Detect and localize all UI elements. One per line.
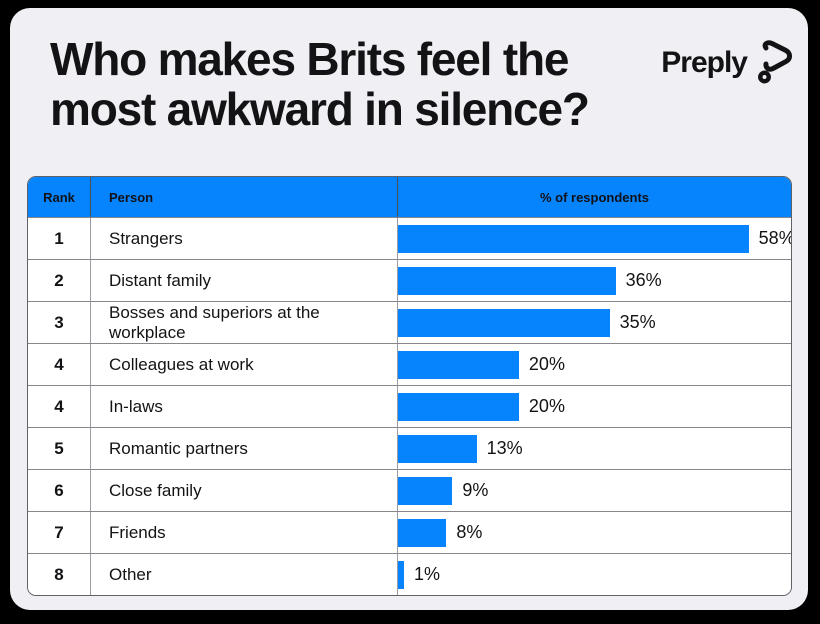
bar-cell: 1% bbox=[398, 554, 791, 595]
person-cell: Colleagues at work bbox=[91, 344, 398, 385]
table-row: 4 Colleagues at work 20% bbox=[28, 343, 791, 385]
bar-cell: 58% bbox=[398, 218, 791, 259]
bar-value-label: 8% bbox=[456, 522, 483, 542]
table-row: 4 In-laws 20% bbox=[28, 385, 791, 427]
table-row: 7 Friends 8% bbox=[28, 511, 791, 553]
page-title: Who makes Brits feel the most awkward in … bbox=[50, 33, 590, 136]
bar-value-label: 9% bbox=[462, 480, 489, 500]
table-header: Rank Person % of respondents bbox=[28, 177, 791, 217]
rank-cell: 1 bbox=[28, 218, 91, 259]
bar bbox=[398, 224, 749, 253]
bar bbox=[398, 434, 477, 463]
title-line-2: most awkward in silence? bbox=[50, 83, 590, 136]
person-cell: Distant family bbox=[91, 260, 398, 301]
table-row: 3 Bosses and superiors at the workplace … bbox=[28, 301, 791, 343]
bar-cell: 8% bbox=[398, 512, 791, 553]
column-header-respondents: % of respondents bbox=[539, 189, 650, 205]
person-cell: Other bbox=[91, 554, 398, 595]
bar bbox=[398, 476, 453, 505]
awkward-silence-table: Rank Person % of respondents 1 Strangers… bbox=[27, 176, 792, 596]
column-header-rank: Rank bbox=[28, 177, 91, 217]
person-cell: Romantic partners bbox=[91, 428, 398, 469]
person-cell: Strangers bbox=[91, 218, 398, 259]
bar bbox=[398, 350, 519, 379]
person-cell: In-laws bbox=[91, 386, 398, 427]
rank-cell: 7 bbox=[28, 512, 91, 553]
title-line-1: Who makes Brits feel the bbox=[50, 33, 569, 85]
table-row: 1 Strangers 58% bbox=[28, 217, 791, 259]
bar-value-label: 58% bbox=[758, 228, 792, 248]
bar bbox=[398, 266, 616, 295]
person-cell: Bosses and superiors at the workplace bbox=[91, 302, 398, 343]
rank-cell: 3 bbox=[28, 302, 91, 343]
rank-cell: 4 bbox=[28, 386, 91, 427]
person-cell: Friends bbox=[91, 512, 398, 553]
bar-cell: 20% bbox=[398, 344, 791, 385]
rank-cell: 5 bbox=[28, 428, 91, 469]
column-header-person: Person bbox=[91, 177, 398, 217]
table-body: 1 Strangers 58% 2 Distant family 36% 3 B… bbox=[28, 217, 791, 595]
bar-value-label: 36% bbox=[625, 270, 662, 290]
table-row: 8 Other 1% bbox=[28, 553, 791, 595]
bar-cell: 20% bbox=[398, 386, 791, 427]
bar bbox=[398, 560, 405, 589]
table-row: 6 Close family 9% bbox=[28, 469, 791, 511]
bar-cell: 9% bbox=[398, 470, 791, 511]
table-row: 5 Romantic partners 13% bbox=[28, 427, 791, 469]
bar bbox=[398, 392, 519, 421]
preply-wordmark: Preply bbox=[661, 46, 748, 79]
rank-cell: 4 bbox=[28, 344, 91, 385]
preply-speech-play-icon bbox=[758, 40, 793, 84]
rank-cell: 6 bbox=[28, 470, 91, 511]
bar-cell: 36% bbox=[398, 260, 791, 301]
rank-cell: 2 bbox=[28, 260, 91, 301]
table-row: 2 Distant family 36% bbox=[28, 259, 791, 301]
bar-value-label: 1% bbox=[414, 564, 441, 584]
bar-value-label: 35% bbox=[619, 312, 656, 332]
bar-cell: 35% bbox=[398, 302, 791, 343]
bar-cell: 13% bbox=[398, 428, 791, 469]
person-cell: Close family bbox=[91, 470, 398, 511]
bar bbox=[398, 308, 610, 337]
bar-value-label: 13% bbox=[486, 438, 523, 458]
infographic-card: Who makes Brits feel the most awkward in … bbox=[10, 8, 808, 610]
bar-value-label: 20% bbox=[528, 396, 565, 416]
bar bbox=[398, 518, 447, 547]
rank-cell: 8 bbox=[28, 554, 91, 595]
bar-value-label: 20% bbox=[528, 354, 565, 374]
preply-logo: Preply bbox=[661, 40, 794, 86]
